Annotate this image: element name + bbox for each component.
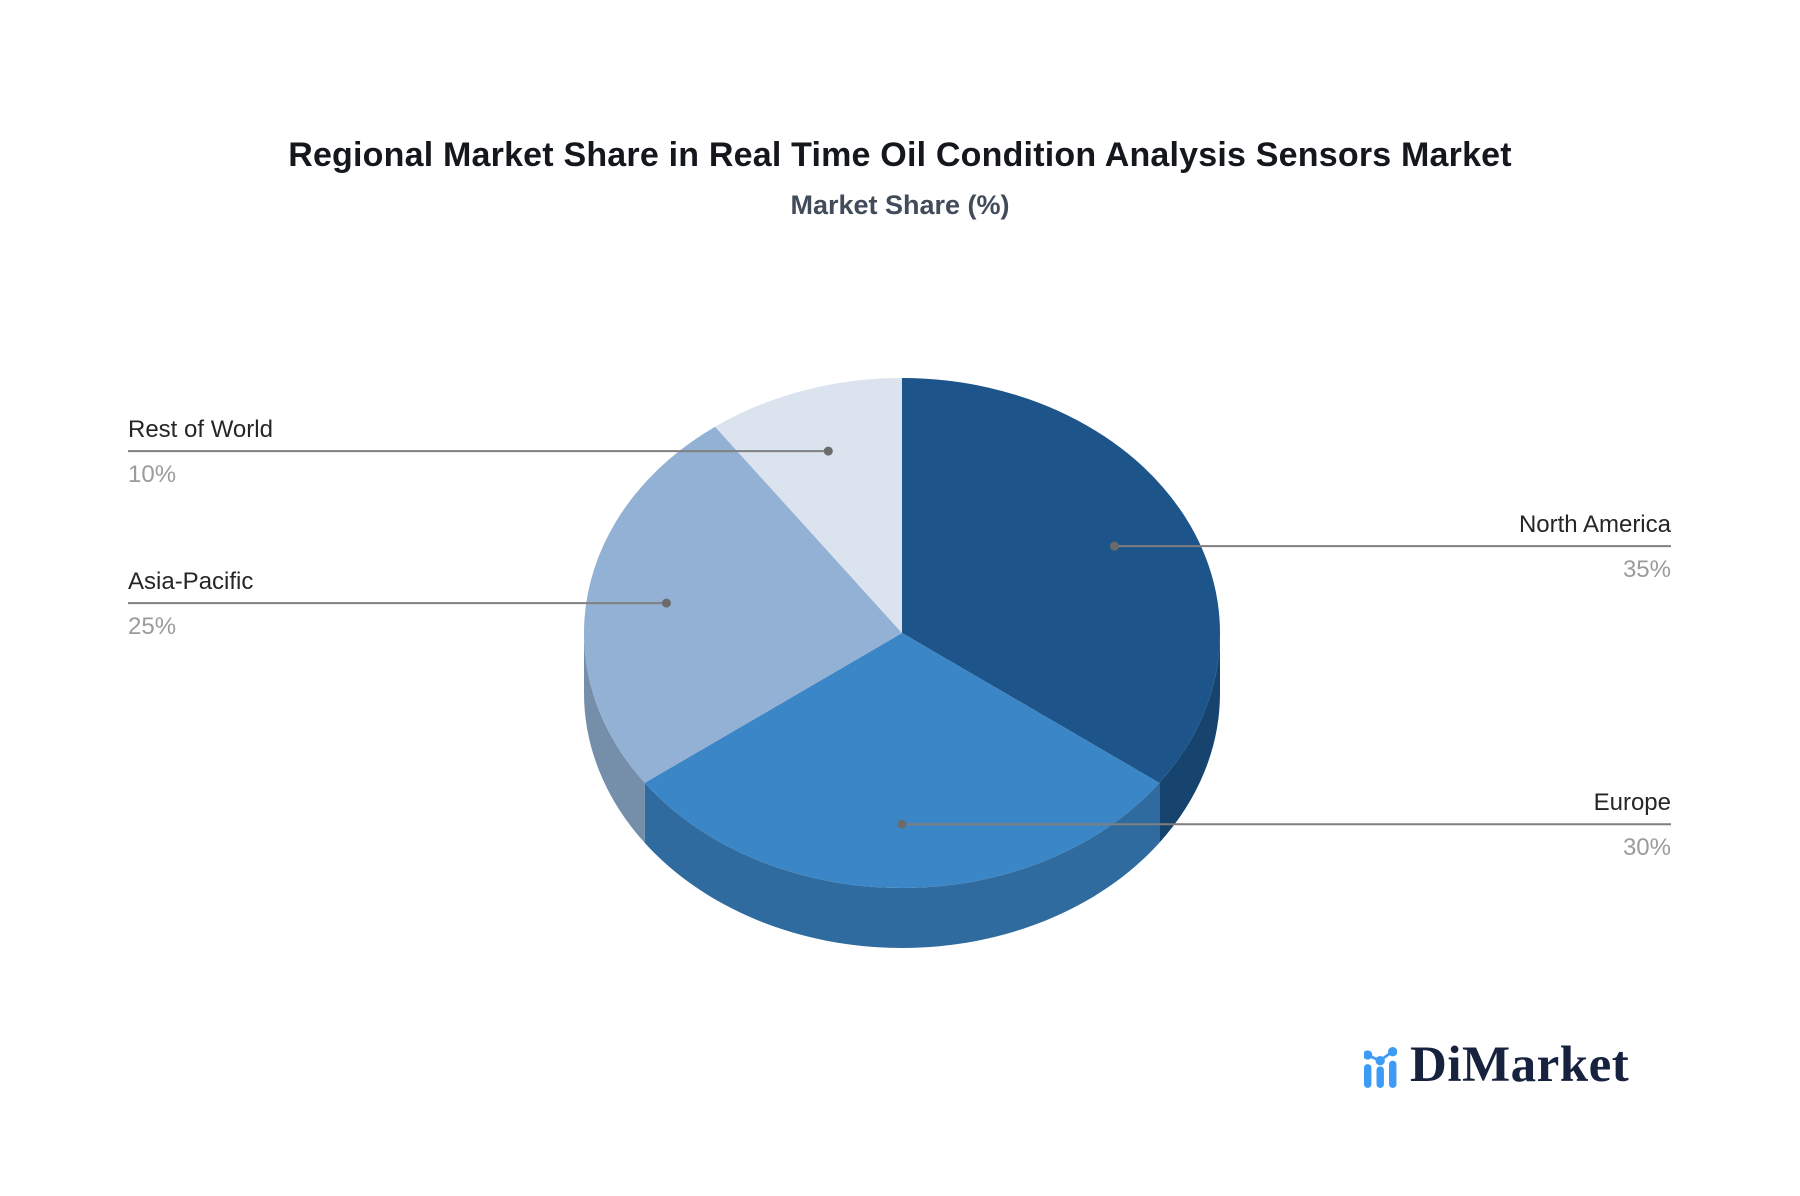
logo-text: DiMarket xyxy=(1410,1037,1630,1093)
dimarket-logo: DiMarket xyxy=(1364,1037,1630,1093)
chart-subtitle: Market Share (%) xyxy=(790,190,1010,220)
slice-label-name: Asia-Pacific xyxy=(128,568,254,596)
slice-label-name: North America xyxy=(1518,511,1671,539)
leader-dot-north-america xyxy=(1110,541,1120,551)
pie-slice-rest-of-world[interactable] xyxy=(715,378,902,633)
leader-dot-asia-pacific xyxy=(661,598,671,608)
pie-slice-north-america[interactable] xyxy=(902,378,1220,783)
leader-dot-europe xyxy=(897,819,907,829)
pie-slice-side-asia-pacific xyxy=(584,633,645,843)
slice-label-percentage: 30% xyxy=(1622,834,1671,862)
slice-label-percentage: 25% xyxy=(128,613,177,641)
page-title: Regional Market Share in Real Time Oil C… xyxy=(288,136,1512,174)
bar-chart-logo-icon xyxy=(1364,1047,1397,1088)
slice-label-name: Europe xyxy=(1593,789,1671,817)
slice-label-percentage: 35% xyxy=(1622,556,1671,584)
slice-label-percentage: 10% xyxy=(128,461,177,489)
leader-dot-rest-of-world xyxy=(823,446,833,456)
pie-slice-side-north-america xyxy=(1159,633,1220,843)
slice-label-name: Rest of World xyxy=(128,416,273,444)
pie-slice-side-europe xyxy=(644,782,1160,948)
pie-slice-asia-pacific[interactable] xyxy=(583,426,902,783)
chart-header: Regional Market Share in Real Time Oil C… xyxy=(0,0,1800,222)
